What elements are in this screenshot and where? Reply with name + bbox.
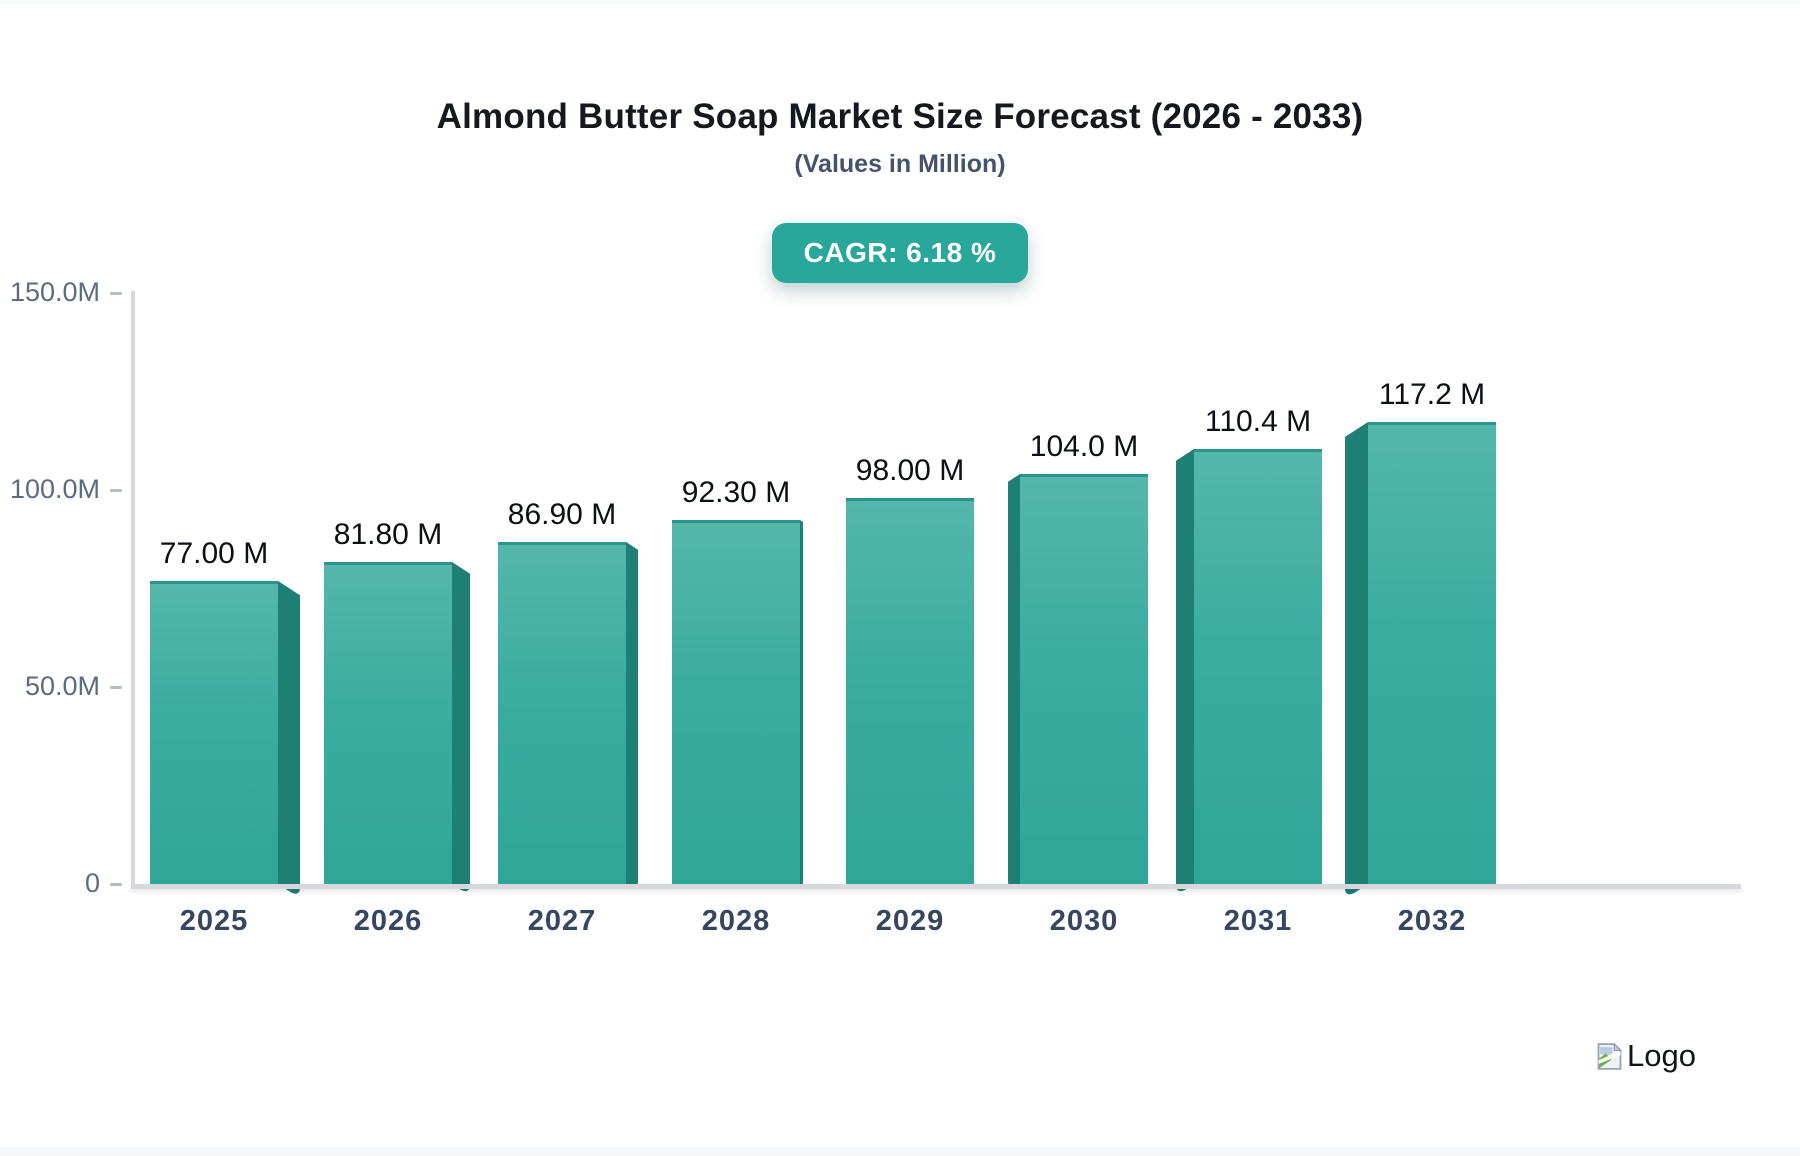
bar <box>846 498 974 884</box>
bar-side-face <box>278 581 300 899</box>
cagr-badge: CAGR: 6.18 % <box>771 223 1029 283</box>
bar-side-face <box>626 542 638 892</box>
bar <box>1194 449 1322 884</box>
y-axis-tick <box>110 686 122 689</box>
bar-side-face <box>452 562 470 896</box>
bar-group: 81.80 M 2026 <box>324 518 470 937</box>
x-axis-label: 2025 <box>179 905 249 937</box>
chart-title: Almond Butter Soap Market Size Forecast … <box>436 97 1364 136</box>
x-axis-label: 2027 <box>527 905 597 937</box>
logo-text: Logo <box>1627 1038 1696 1073</box>
y-axis-tick-label: 0 <box>84 868 100 898</box>
broken-image-icon <box>1597 1041 1623 1070</box>
bar <box>1020 474 1148 884</box>
bottom-strip <box>0 1147 1800 1156</box>
y-axis-tick <box>110 489 122 492</box>
bar <box>324 562 452 884</box>
x-axis-label: 2032 <box>1397 905 1467 937</box>
bar-value-label: 86.90 M <box>507 498 617 531</box>
y-axis-tick <box>110 883 122 886</box>
chart-plot-area: 77.00 M 2025 81.80 M 2026 86.90 M 2027 92.30 M… <box>131 291 1741 937</box>
chart-header: Almond Butter Soap Market Size Forecast … <box>0 0 1800 283</box>
x-axis-label: 2026 <box>353 905 423 937</box>
y-axis-line <box>131 291 135 884</box>
y-axis-tick-label: 50.0M <box>24 671 100 701</box>
y-axis-tick-label: 100.0M <box>9 474 100 504</box>
x-axis-label: 2031 <box>1223 905 1293 937</box>
bar-value-label: 104.0 M <box>1029 430 1139 463</box>
bar <box>498 542 626 884</box>
x-axis-label: 2028 <box>701 905 771 937</box>
bar <box>672 520 800 884</box>
bar-value-label: 77.00 M <box>159 537 269 570</box>
bar-group: 98.00 M 2029 <box>846 454 974 937</box>
top-strip <box>0 0 1800 4</box>
bar-value-label: 92.30 M <box>681 476 791 509</box>
bar-group: 104.0 M 2030 <box>1008 430 1148 937</box>
x-axis-line <box>131 884 1741 889</box>
bar-value-label: 110.4 M <box>1204 405 1312 438</box>
bar-side-face <box>1345 422 1368 899</box>
logo: Logo <box>1593 1038 1696 1074</box>
bar-group: 110.4 M 2031 <box>1176 405 1322 937</box>
bar-group: 117.2 M 2032 <box>1345 378 1496 937</box>
y-axis: 150.0M 100.0M 50.0M 0 <box>0 0 131 1156</box>
y-axis-tick <box>110 292 122 295</box>
bar-value-label: 117.2 M <box>1378 378 1486 411</box>
x-axis-label: 2029 <box>875 905 945 937</box>
bar-value-label: 81.80 M <box>333 518 443 551</box>
bar <box>150 581 278 884</box>
bar-side-face <box>1176 449 1194 896</box>
bars-container: 77.00 M 2025 81.80 M 2026 86.90 M 2027 92.30 M… <box>150 378 1496 937</box>
bar-side-face <box>1008 474 1020 892</box>
x-axis-label: 2030 <box>1049 905 1119 937</box>
bar-group: 86.90 M 2027 <box>498 498 638 937</box>
bar-value-label: 98.00 M <box>855 454 965 487</box>
y-axis-tick-label: 150.0M <box>9 277 100 307</box>
bar-group: 92.30 M 2028 <box>672 476 803 937</box>
bar-side-face <box>800 520 803 886</box>
bar <box>1368 422 1496 884</box>
chart-subtitle: (Values in Million) <box>794 150 1006 178</box>
bar-group: 77.00 M 2025 <box>150 537 300 937</box>
